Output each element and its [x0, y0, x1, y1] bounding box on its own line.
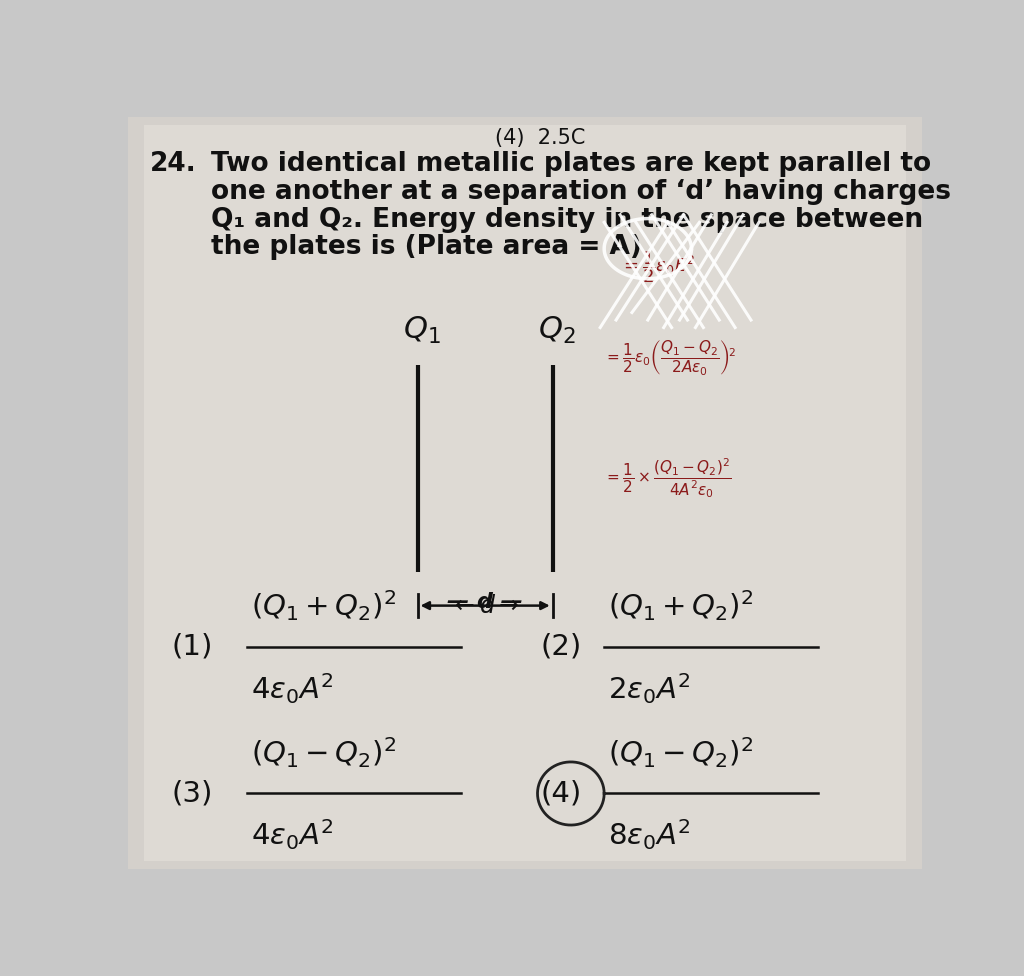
Text: $4\varepsilon_0 A^2$: $4\varepsilon_0 A^2$: [251, 671, 334, 706]
Text: $Q_1$: $Q_1$: [402, 315, 440, 346]
Text: Two identical metallic plates are kept parallel to: Two identical metallic plates are kept p…: [211, 151, 932, 177]
Text: $=\dfrac{1}{2}\times\dfrac{(Q_1-Q_2)^2}{4A^2\varepsilon_0}$: $=\dfrac{1}{2}\times\dfrac{(Q_1-Q_2)^2}{…: [604, 456, 732, 500]
Text: (3): (3): [172, 780, 213, 807]
Text: $8\varepsilon_0 A^2$: $8\varepsilon_0 A^2$: [608, 818, 691, 852]
Text: 24.: 24.: [151, 151, 197, 177]
Text: — d —: — d —: [447, 591, 523, 612]
Text: $(Q_1+Q_2)^2$: $(Q_1+Q_2)^2$: [608, 589, 753, 623]
Text: one another at a separation of ‘d’ having charges: one another at a separation of ‘d’ havin…: [211, 179, 951, 205]
Text: (4): (4): [541, 780, 582, 807]
Text: (1): (1): [172, 633, 213, 661]
Text: $(Q_1+Q_2)^2$: $(Q_1+Q_2)^2$: [251, 589, 396, 623]
Text: (2): (2): [541, 633, 582, 661]
Text: (4)  2.5C: (4) 2.5C: [496, 129, 586, 148]
Text: $=\dfrac{1}{2}\varepsilon_0\left(\dfrac{Q_1-Q_2}{2A\varepsilon_0}\right)^{\!2}$: $=\dfrac{1}{2}\varepsilon_0\left(\dfrac{…: [604, 338, 736, 377]
Text: $(Q_1-Q_2)^2$: $(Q_1-Q_2)^2$: [608, 735, 753, 769]
Text: $Q_2$: $Q_2$: [538, 315, 575, 346]
Text: $(Q_1-Q_2)^2$: $(Q_1-Q_2)^2$: [251, 735, 396, 769]
Text: $4\varepsilon_0 A^2$: $4\varepsilon_0 A^2$: [251, 818, 334, 852]
Text: Q₁ and Q₂. Energy density in the space between: Q₁ and Q₂. Energy density in the space b…: [211, 207, 924, 232]
Text: $\leftarrow d \rightarrow$: $\leftarrow d \rightarrow$: [451, 593, 520, 618]
Text: $=\dfrac{1}{2}\varepsilon_0 E^2$: $=\dfrac{1}{2}\varepsilon_0 E^2$: [620, 250, 695, 285]
Text: $2\varepsilon_0 A^2$: $2\varepsilon_0 A^2$: [608, 671, 691, 706]
Text: the plates is (Plate area = A): the plates is (Plate area = A): [211, 234, 642, 261]
